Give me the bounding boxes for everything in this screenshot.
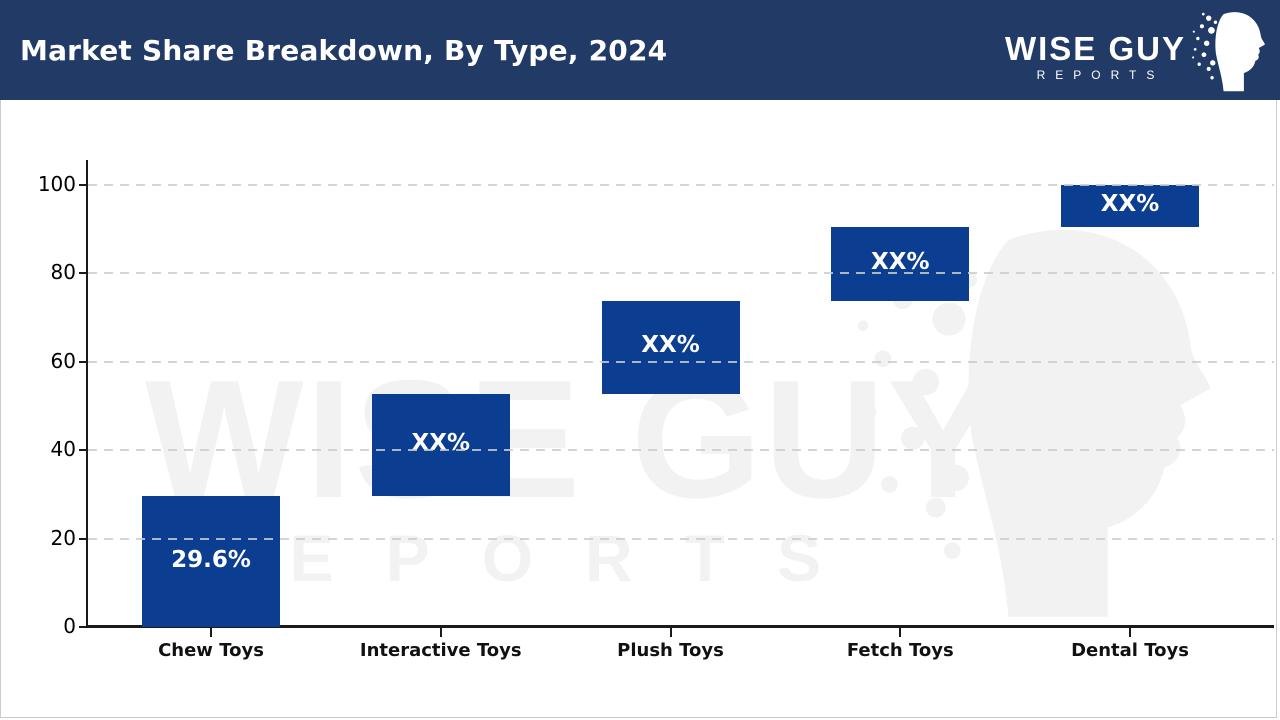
bar-value-label: XX% (1100, 190, 1160, 217)
brand-subtitle: REPORTS (1036, 68, 1165, 82)
bar-plush-toys (601, 301, 740, 394)
y-axis-tick-label: 80 (50, 260, 76, 285)
gridline-100 (88, 184, 1274, 186)
y-tick-mark (79, 272, 87, 275)
header-bar: Market Share Breakdown, By Type, 2024 WI… (0, 0, 1280, 100)
bar-chew-toys (142, 496, 280, 627)
y-tick-mark (79, 184, 87, 186)
bar-value-label: XX% (411, 429, 470, 456)
y-axis-line (86, 160, 88, 628)
y-axis-tick-label: 60 (50, 348, 76, 373)
x-tick-mark (1129, 628, 1131, 637)
y-axis-tick-label: 20 (50, 525, 76, 550)
x-category-label: Fetch Toys (846, 640, 954, 661)
gridline-40 (88, 449, 1274, 452)
x-tick-mark (899, 628, 902, 637)
x-category-label: Interactive Toys (359, 640, 522, 661)
bar-value-label: XX% (641, 332, 700, 359)
watermark-reports-text: REPORTS (190, 521, 874, 595)
bar-value-label: 29.6% (171, 546, 251, 573)
y-axis-tick-label: 0 (63, 614, 76, 638)
bar-dental-toys (1061, 185, 1199, 227)
brand-wordmark: WISE GUY REPORTS (1005, 32, 1186, 82)
x-category-label: Chew Toys (158, 640, 264, 661)
bar-value-label: XX% (870, 248, 930, 275)
x-category-label: Plush Toys (617, 640, 724, 661)
x-tick-mark (669, 628, 672, 637)
y-tick-mark (79, 360, 87, 363)
x-tick-mark (439, 628, 442, 637)
x-tick-mark (210, 628, 212, 637)
y-tick-mark (79, 537, 87, 540)
bar-fetch-toys (831, 226, 970, 302)
wiseguy-head-icon (1192, 12, 1265, 92)
bar-interactive-toys (371, 393, 510, 497)
page-title: Market Share Breakdown, By Type, 2024 (20, 33, 668, 67)
brand-name: WISE GUY (1004, 30, 1186, 67)
y-tick-mark (79, 626, 87, 628)
x-axis-line (86, 625, 1274, 628)
watermark: WISE GUY REPORTS (0, 100, 1280, 720)
gridline-20 (88, 537, 1274, 540)
x-category-label: Dental Toys (1071, 640, 1189, 661)
y-axis-tick-label: 100 (37, 172, 76, 196)
watermark-text: WISE GUY (145, 345, 1002, 533)
y-axis-tick-label: 40 (50, 437, 76, 462)
brand-logo: WISE GUY REPORTS (1005, 6, 1270, 94)
gridline-60 (88, 360, 1274, 363)
gridline-80 (88, 272, 1274, 275)
y-tick-mark (79, 449, 87, 452)
